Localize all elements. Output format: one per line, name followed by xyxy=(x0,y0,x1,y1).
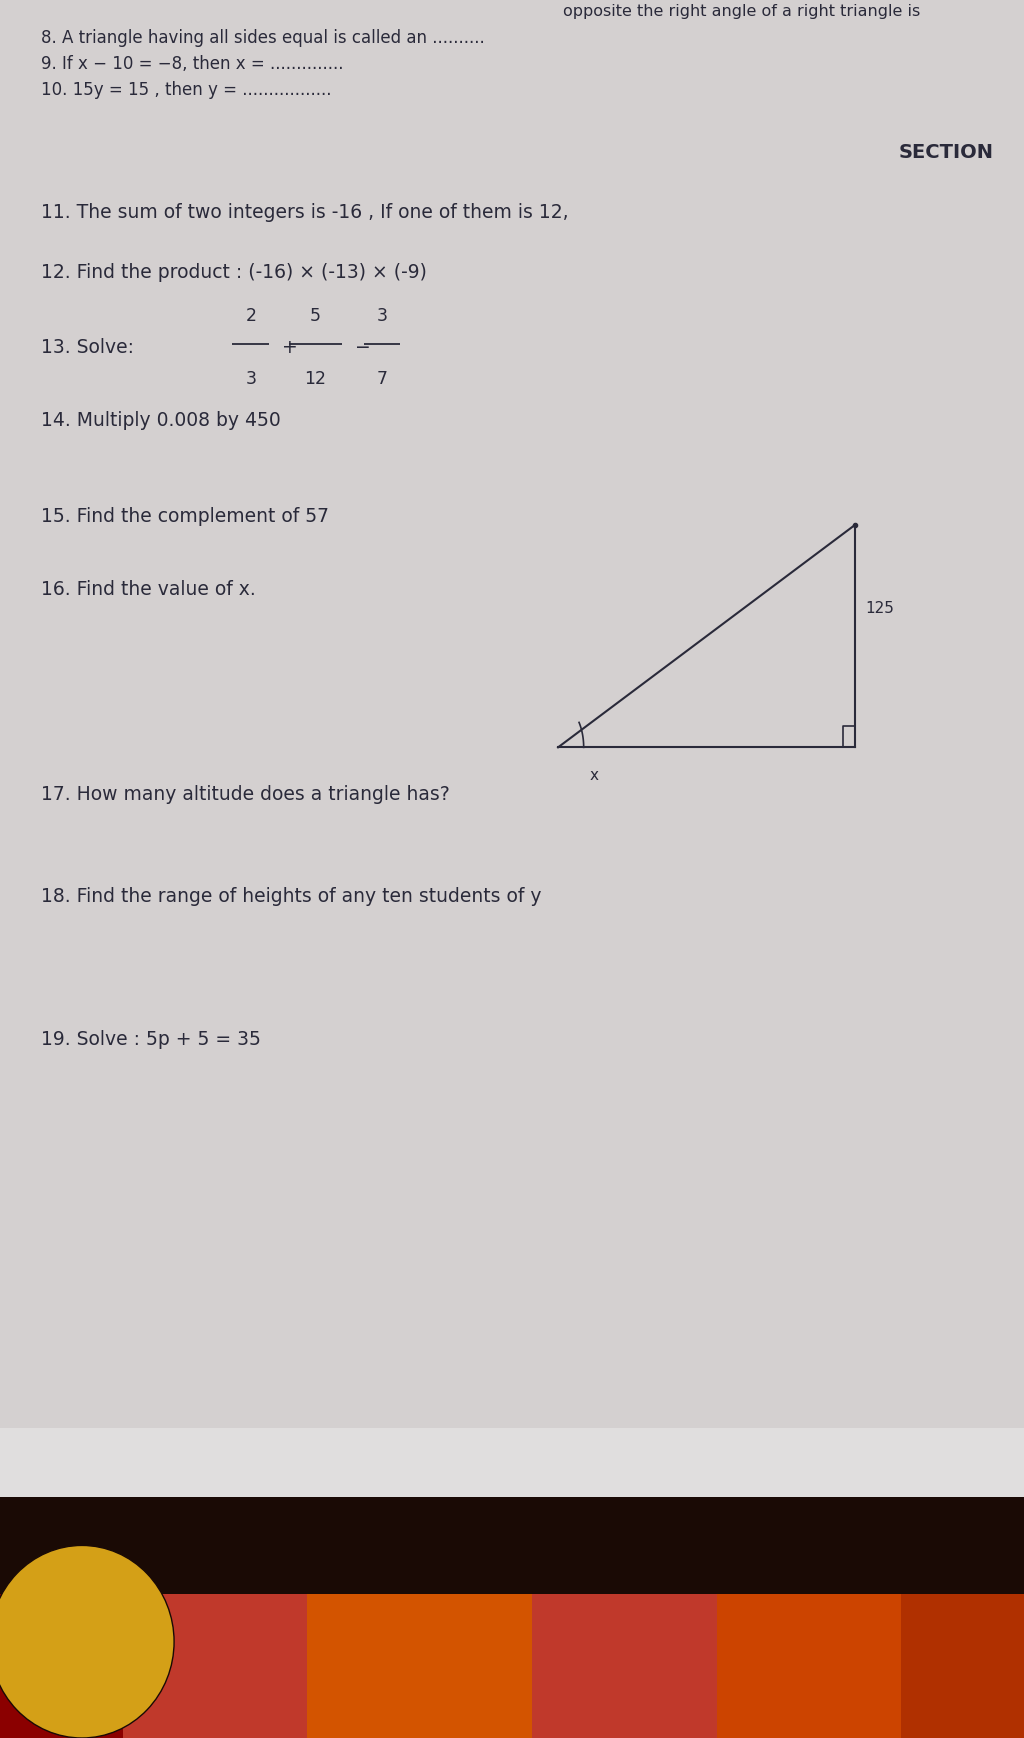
Text: 12: 12 xyxy=(304,370,327,388)
Text: 9. If x − 10 = −8, then x = ..............: 9. If x − 10 = −8, then x = ............… xyxy=(41,56,343,73)
Text: 15. Find the complement of 57: 15. Find the complement of 57 xyxy=(41,507,329,525)
Bar xyxy=(307,1594,532,1738)
Text: 125: 125 xyxy=(865,601,894,615)
Text: 2: 2 xyxy=(246,308,256,325)
Text: 13. Solve:: 13. Solve: xyxy=(41,339,140,356)
Ellipse shape xyxy=(0,1545,174,1738)
Text: 18. Find the range of heights of any ten students of y: 18. Find the range of heights of any ten… xyxy=(41,888,542,905)
Text: −: − xyxy=(354,339,371,356)
Text: opposite the right angle of a right triangle is: opposite the right angle of a right tria… xyxy=(563,3,921,19)
Bar xyxy=(901,1594,1024,1738)
Text: 12. Find the product : (-16) × (-13) × (-9): 12. Find the product : (-16) × (-13) × (… xyxy=(41,264,427,282)
Text: +: + xyxy=(282,339,298,356)
Text: 14. Multiply 0.008 by 450: 14. Multiply 0.008 by 450 xyxy=(41,412,281,429)
Text: 16. Find the value of x.: 16. Find the value of x. xyxy=(41,580,256,598)
Bar xyxy=(123,1594,307,1738)
Text: 7: 7 xyxy=(377,370,387,388)
Text: 10. 15y = 15 , then y = .................: 10. 15y = 15 , then y = ................… xyxy=(41,82,332,99)
Text: 3: 3 xyxy=(377,308,387,325)
Text: 5: 5 xyxy=(310,308,321,325)
Bar xyxy=(532,1594,717,1738)
Text: 8. A triangle having all sides equal is called an ..........: 8. A triangle having all sides equal is … xyxy=(41,30,484,47)
Bar xyxy=(717,1594,901,1738)
Text: 19. Solve : 5p + 5 = 35: 19. Solve : 5p + 5 = 35 xyxy=(41,1031,261,1048)
Text: x: x xyxy=(590,768,598,784)
Text: SECTION: SECTION xyxy=(898,144,993,162)
Bar xyxy=(0,1594,123,1738)
Bar xyxy=(0,1427,1024,1496)
Text: 11. The sum of two integers is -16 , If one of them is 12,: 11. The sum of two integers is -16 , If … xyxy=(41,203,568,221)
Text: 17. How many altitude does a triangle has?: 17. How many altitude does a triangle ha… xyxy=(41,786,450,803)
Bar xyxy=(0,1496,1024,1738)
Text: 3: 3 xyxy=(246,370,256,388)
